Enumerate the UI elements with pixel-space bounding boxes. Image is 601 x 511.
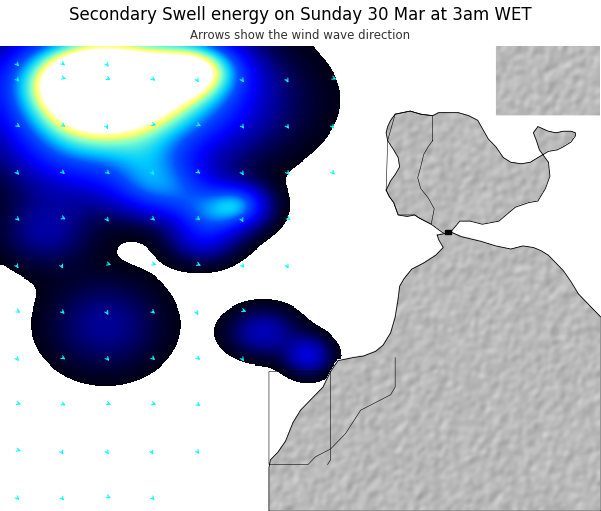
Text: Secondary Swell energy on Sunday 30 Mar at 3am WET: Secondary Swell energy on Sunday 30 Mar … (69, 6, 532, 24)
Text: Arrows show the wind wave direction: Arrows show the wind wave direction (191, 29, 410, 42)
